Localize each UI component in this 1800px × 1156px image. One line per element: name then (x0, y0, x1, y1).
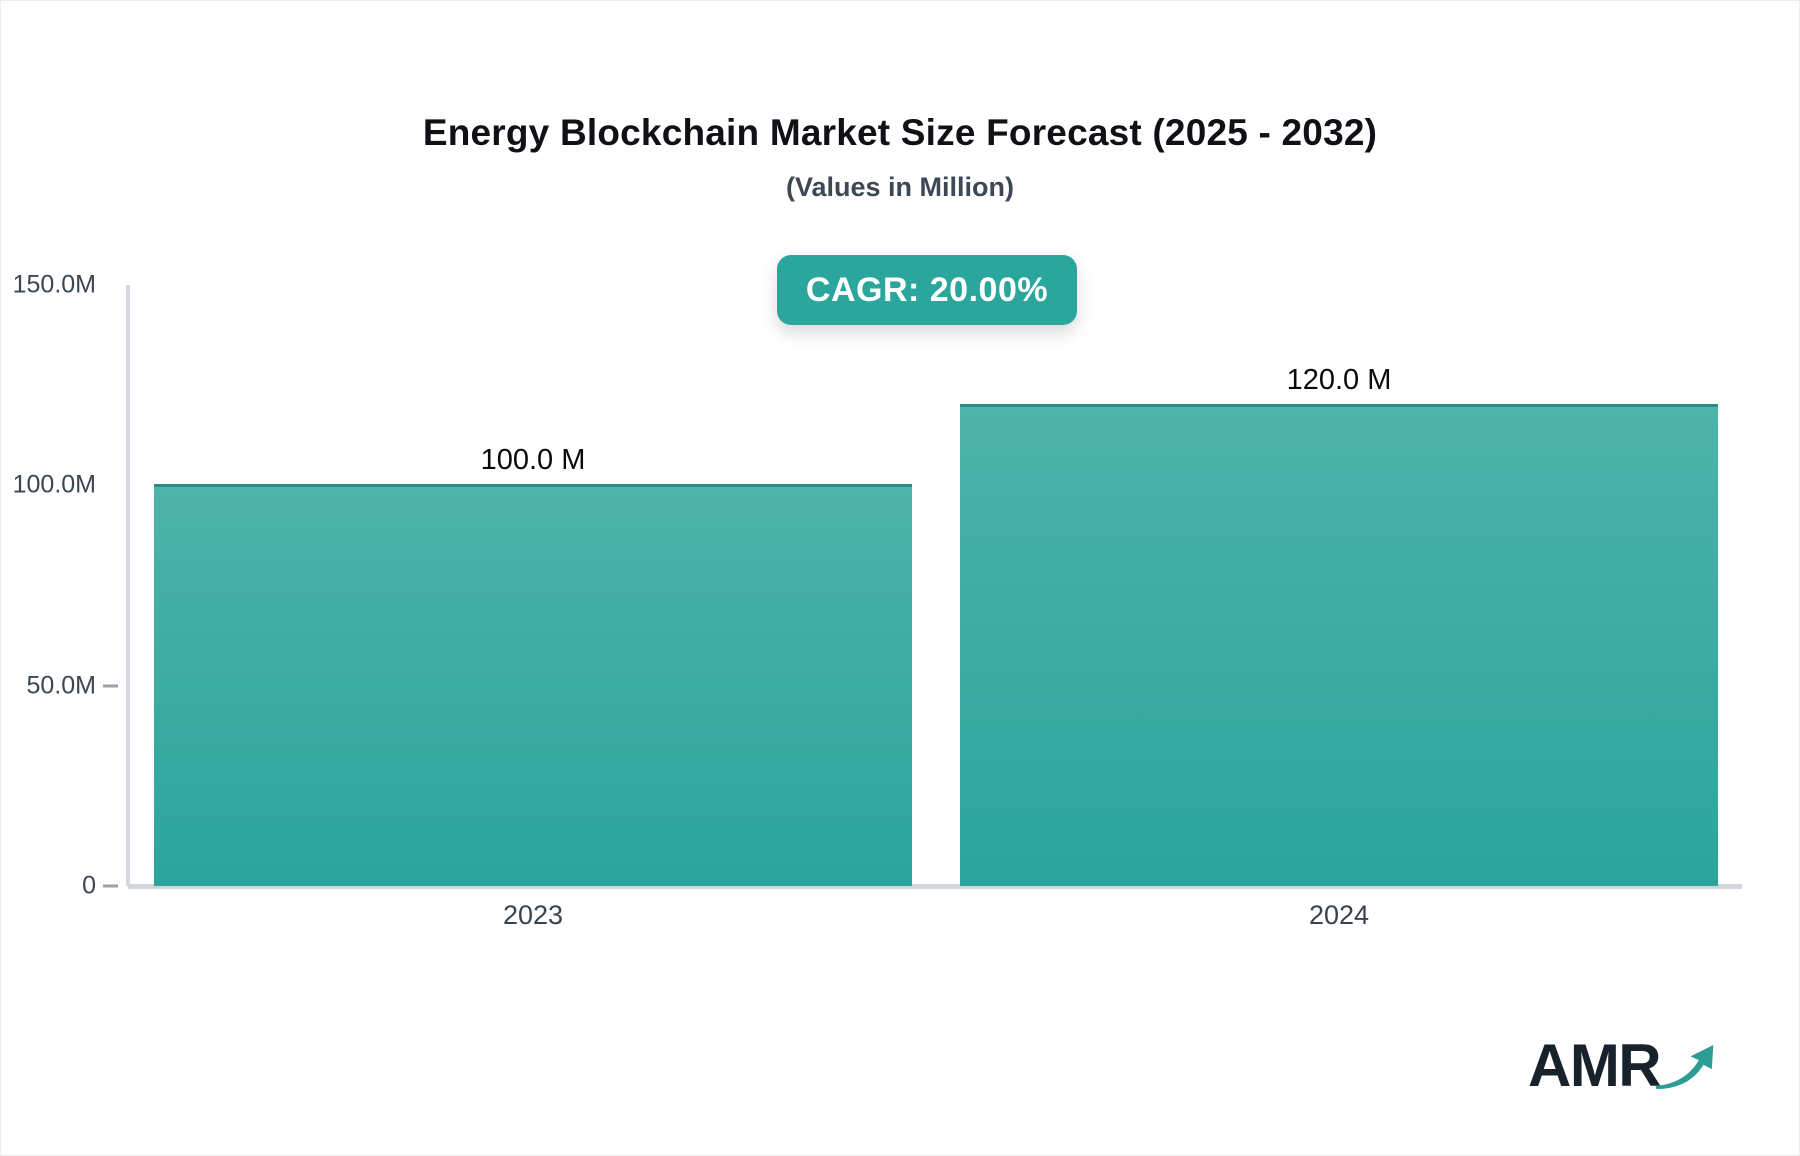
value-label-2023: 100.0 M (480, 444, 586, 477)
x-axis-label-2023: 2023 (502, 900, 564, 930)
bar-2024 (960, 404, 1718, 886)
y-axis-tick-50 (103, 684, 118, 688)
x-axis-line (128, 884, 1742, 889)
cagr-badge: CAGR: 20.00% (777, 255, 1077, 325)
y-axis-line (126, 285, 130, 886)
bar-2023 (154, 484, 912, 886)
amr-logo: AMR (1528, 1026, 1718, 1106)
chart-title: Energy Blockchain Market Size Forecast (… (422, 112, 1378, 153)
growth-arrow-icon (1655, 1044, 1714, 1090)
y-axis-label-150: 150.0M (12, 270, 96, 299)
y-axis-tick-0 (103, 884, 118, 888)
y-axis-label-100: 100.0M (12, 470, 96, 499)
x-axis-label-2024: 2024 (1308, 900, 1370, 930)
y-axis-label-50: 50.0M (26, 671, 96, 700)
amr-logo-text: AMR (1528, 1032, 1662, 1099)
y-axis-label-0: 0 (82, 871, 96, 900)
plot-area: 100.0 M 120.0 M (130, 285, 1742, 886)
chart-subtitle: (Values in Million) (785, 172, 1015, 202)
cagr-badge-label: CAGR: 20.00% (805, 270, 1049, 309)
value-label-2024: 120.0 M (1286, 364, 1392, 397)
